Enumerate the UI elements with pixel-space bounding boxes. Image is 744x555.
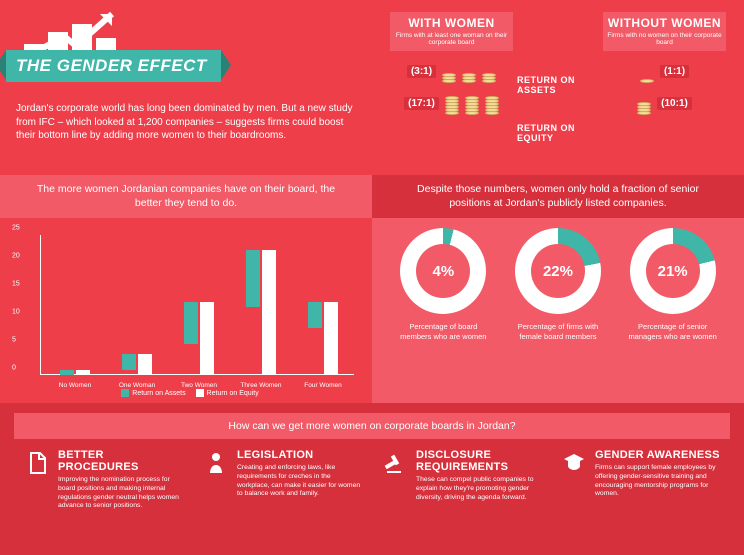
solution-body: Firms can support female employees by of…: [595, 464, 720, 499]
bar-chart-heading: The more women Jordanian companies have …: [0, 175, 372, 218]
bar: [308, 302, 322, 328]
bar-chart-panel: The more women Jordanian companies have …: [0, 175, 372, 403]
y-tick: 20: [12, 253, 20, 260]
without-sub: Firms with no women on their corporate b…: [603, 32, 726, 47]
solution-body: These can compel public companies to exp…: [416, 476, 541, 502]
coin-icon: [640, 61, 654, 83]
metric-equity: RETURN ON EQUITY: [517, 123, 599, 143]
with-women-col: WITH WOMEN Firms with at least one woman…: [386, 10, 517, 165]
bar: [200, 302, 214, 375]
donut-caption: Percentage of firms with female board me…: [508, 322, 608, 341]
donut-heading: Despite those numbers, women only hold a…: [372, 175, 744, 218]
bar: [76, 370, 90, 375]
solution-title: GENDER AWARENESS: [595, 449, 720, 461]
infographic-page: THE GENDER EFFECT Jordan's corporate wor…: [0, 0, 744, 555]
header-panel: THE GENDER EFFECT Jordan's corporate wor…: [0, 0, 372, 175]
without-heading: WITHOUT WOMEN: [603, 16, 726, 30]
solution-title: DISCLOSURE REQUIREMENTS: [416, 449, 541, 473]
metric-assets: RETURN ON ASSETS: [517, 75, 599, 95]
legend-assets: Return on Assets: [132, 390, 185, 397]
coin-icon: [637, 93, 651, 115]
assets-ratio-with: (3:1): [407, 65, 436, 78]
x-label: No Women: [44, 382, 106, 389]
bar-group: One Woman: [106, 354, 168, 375]
bar-group: Two Women: [168, 302, 230, 375]
solution-item: BETTER PROCEDURES Improving the nominati…: [14, 439, 193, 545]
page-title: THE GENDER EFFECT: [6, 50, 221, 82]
coin-icon: [445, 93, 459, 115]
donut-caption: Percentage of senior managers who are wo…: [623, 322, 723, 341]
y-tick: 0: [12, 365, 16, 372]
metric-labels: RETURN ON ASSETS RETURN ON EQUITY: [517, 52, 599, 165]
x-label: Three Women: [230, 382, 292, 389]
coin-icon: [482, 61, 496, 83]
equity-ratio-without: (10:1): [657, 97, 692, 110]
bar-group: No Women: [44, 370, 106, 375]
donut: 4%Percentage of board members who are wo…: [393, 228, 493, 341]
solution-item: GENDER AWARENESS Firms can support femal…: [551, 439, 730, 545]
solution-body: Improving the nomination process for boa…: [58, 476, 183, 511]
gavel-icon: [382, 449, 408, 537]
bar: [262, 250, 276, 375]
bar: [324, 302, 338, 375]
x-label: Four Women: [292, 382, 354, 389]
y-tick: 15: [12, 281, 20, 288]
coin-icon: [465, 93, 479, 115]
y-tick: 10: [12, 309, 20, 316]
y-tick: 25: [12, 225, 20, 232]
x-label: One Woman: [106, 382, 168, 389]
solutions-heading: How can we get more women on corporate b…: [14, 413, 730, 439]
file-icon: [24, 449, 50, 537]
bar-group: Four Women: [292, 302, 354, 375]
solution-title: BETTER PROCEDURES: [58, 449, 183, 473]
with-sub: Firms with at least one woman on their c…: [390, 32, 513, 47]
coin-icon: [485, 93, 499, 115]
comparison-panel: WITH WOMEN Firms with at least one woman…: [372, 0, 744, 175]
y-tick: 5: [12, 337, 16, 344]
solution-body: Creating and enforcing laws, like requir…: [237, 464, 362, 499]
solutions-panel: How can we get more women on corporate b…: [0, 403, 744, 555]
bar: [138, 354, 152, 375]
intro-text: Jordan's corporate world has long been d…: [16, 102, 356, 143]
with-heading: WITH WOMEN: [390, 16, 513, 30]
x-label: Two Women: [168, 382, 230, 389]
solution-item: LEGISLATION Creating and enforcing laws,…: [193, 439, 372, 545]
solutions-row: BETTER PROCEDURES Improving the nominati…: [14, 439, 730, 545]
chart-legend: Return on Assets Return on Equity: [0, 389, 372, 397]
bar: [122, 354, 136, 370]
bar: [246, 250, 260, 307]
grad-icon: [561, 449, 587, 537]
donut-caption: Percentage of board members who are wome…: [393, 322, 493, 341]
coin-icon: [462, 61, 476, 83]
bar-group: Three Women: [230, 250, 292, 375]
legend-equity: Return on Equity: [207, 390, 259, 397]
equity-ratio-with: (17:1): [404, 97, 439, 110]
assets-ratio-without: (1:1): [660, 65, 689, 78]
baby-icon: [203, 449, 229, 537]
without-women-col: WITHOUT WOMEN Firms with no women on the…: [599, 10, 730, 165]
bar: [60, 370, 74, 375]
bar-chart: 0510152025No WomenOne WomanTwo WomenThre…: [24, 235, 354, 375]
donut: 21%Percentage of senior managers who are…: [623, 228, 723, 341]
solution-title: LEGISLATION: [237, 449, 362, 461]
donut-row: 4%Percentage of board members who are wo…: [386, 228, 730, 341]
solution-item: DISCLOSURE REQUIREMENTS These can compel…: [372, 439, 551, 545]
bar: [184, 302, 198, 344]
donut: 22%Percentage of firms with female board…: [508, 228, 608, 341]
coin-icon: [442, 61, 456, 83]
donut-panel: Despite those numbers, women only hold a…: [372, 175, 744, 403]
